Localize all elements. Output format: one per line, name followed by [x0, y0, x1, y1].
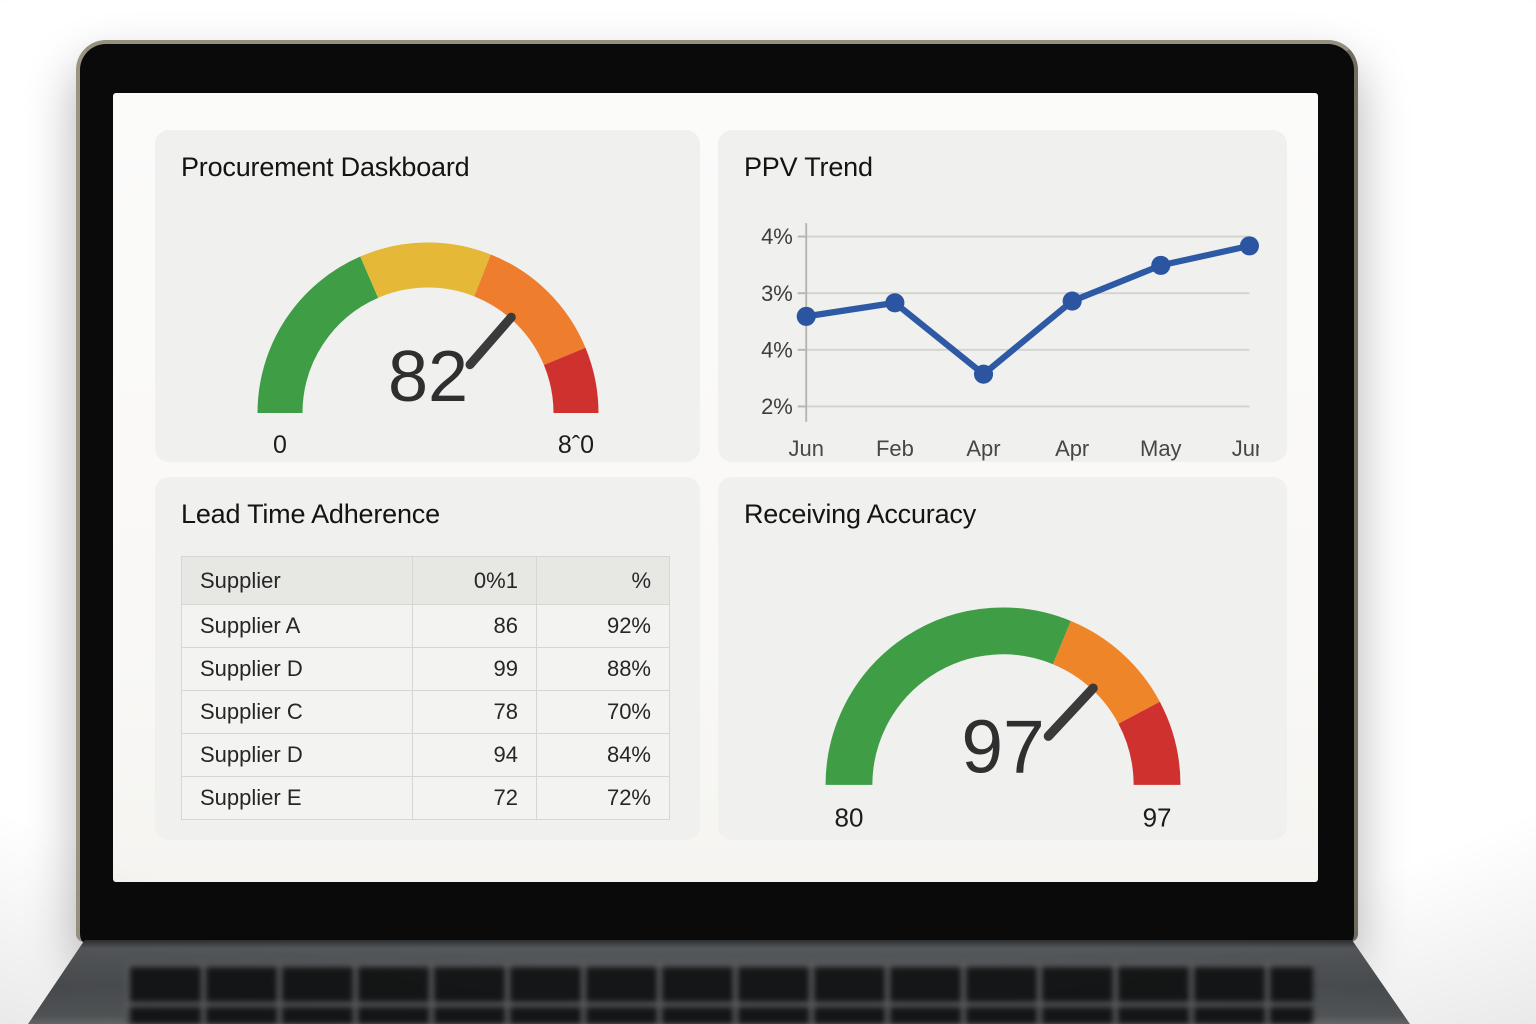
dashboard-grid: Procurement Daskboard 82 0 8ˆ0 PPV Trend…	[155, 130, 1287, 840]
lead-time-table: Supplier 0%1% Supplier A 86 92% Supplier D 99…	[180, 556, 671, 820]
y-tick-label: 3%	[761, 281, 793, 306]
table-cell: 72%	[535, 776, 671, 820]
gauge-segment	[1117, 701, 1180, 786]
card-title: Procurement Daskboard	[181, 152, 470, 182]
receiving-gauge-chart: 97 80 97	[825, 607, 1180, 833]
x-tick-label: Jun	[1231, 436, 1258, 461]
data-point	[884, 293, 904, 313]
table-cell: Supplier D	[180, 733, 414, 777]
ppv-trend-line-chart: 4% 3% 4% 2% Jun Feb Apr Apr May Jun	[761, 223, 1259, 461]
card-receiving-accuracy: Receiving Accuracy 97 80 97	[718, 477, 1287, 840]
gauge-segment	[257, 256, 379, 414]
table-cell: Supplier E	[180, 776, 414, 820]
y-tick-label: 2%	[761, 394, 793, 419]
x-tick-label: Apr	[966, 436, 1000, 461]
data-point	[1062, 291, 1082, 311]
card-title: PPV Trend	[744, 152, 873, 182]
table-cell: 70%	[535, 690, 671, 734]
card-title: Lead Time Adherence	[181, 499, 440, 529]
table-body: Supplier A 86 92% Supplier D 99 88% Supplier C…	[180, 604, 671, 820]
table-header: Supplier 0%1%	[180, 556, 671, 605]
x-tick-label: Apr	[1055, 436, 1089, 461]
gauge-value: 97	[961, 704, 1044, 788]
card-lead-time-adherence: Lead Time Adherence Supplier 0%1% Supplie…	[155, 477, 700, 840]
column-header: %	[535, 556, 671, 605]
procurement-gauge-chart: 82 0 8ˆ0	[257, 242, 598, 459]
trend-line	[802, 242, 1253, 378]
gauge-arc	[257, 242, 598, 414]
laptop-keyboard-deck	[28, 940, 1410, 1024]
table-row: Supplier D 94 84%	[180, 733, 671, 777]
gauge-max-label: 8ˆ0	[557, 431, 593, 459]
table-cell: 86	[412, 604, 537, 648]
gauge-min-label: 80	[834, 803, 863, 833]
gauge-segment	[359, 242, 491, 299]
gauge-segment	[825, 607, 1071, 786]
column-header: 0%1	[412, 556, 537, 605]
x-tick-label: Feb	[875, 436, 913, 461]
laptop-screen: Procurement Daskboard 82 0 8ˆ0 PPV Trend…	[113, 93, 1318, 882]
gauge-needle	[1043, 683, 1098, 741]
data-point	[1239, 236, 1259, 256]
table-row: Supplier D 99 88%	[180, 647, 671, 691]
table-row: Supplier C 78 70%	[180, 690, 671, 734]
table-cell: Supplier A	[180, 604, 414, 648]
data-point	[1150, 255, 1170, 275]
gauge-segment	[543, 347, 598, 414]
keyboard-keys	[124, 962, 1314, 1024]
table-row: Supplier E 72 72%	[180, 776, 671, 820]
table-cell: 88%	[535, 647, 671, 691]
x-tick-label: Jun	[788, 436, 823, 461]
table-cell: Supplier D	[180, 647, 414, 691]
table-cell: 99	[412, 647, 537, 691]
table-cell: 84%	[535, 733, 671, 777]
column-header: Supplier	[180, 556, 414, 605]
data-point	[973, 364, 993, 384]
gauge-segment	[473, 254, 585, 366]
gauge-arc	[825, 607, 1180, 786]
card-ppv-trend: PPV Trend 4% 3% 4% 2% Jun Feb Apr Apr May Jun	[718, 130, 1287, 462]
gauge-needle	[465, 312, 516, 370]
gauge-min-label: 0	[273, 431, 287, 459]
gauge-segment	[1051, 620, 1160, 725]
table-row: Supplier A 86 92%	[180, 604, 671, 648]
y-tick-label: 4%	[761, 224, 793, 249]
gauge-max-label: 97	[1142, 803, 1171, 833]
gauge-value: 82	[387, 337, 467, 417]
table-cell: 78	[412, 690, 537, 734]
table-cell: 94	[412, 733, 537, 777]
table-cell: 92%	[535, 604, 671, 648]
table-cell: 72	[412, 776, 537, 820]
x-tick-label: May	[1140, 436, 1182, 461]
card-procurement-dashboard: Procurement Daskboard 82 0 8ˆ0	[155, 130, 700, 462]
card-title: Receiving Accuracy	[744, 499, 977, 529]
y-tick-label: 4%	[761, 337, 793, 362]
data-point	[796, 306, 816, 326]
table-cell: Supplier C	[180, 690, 414, 734]
